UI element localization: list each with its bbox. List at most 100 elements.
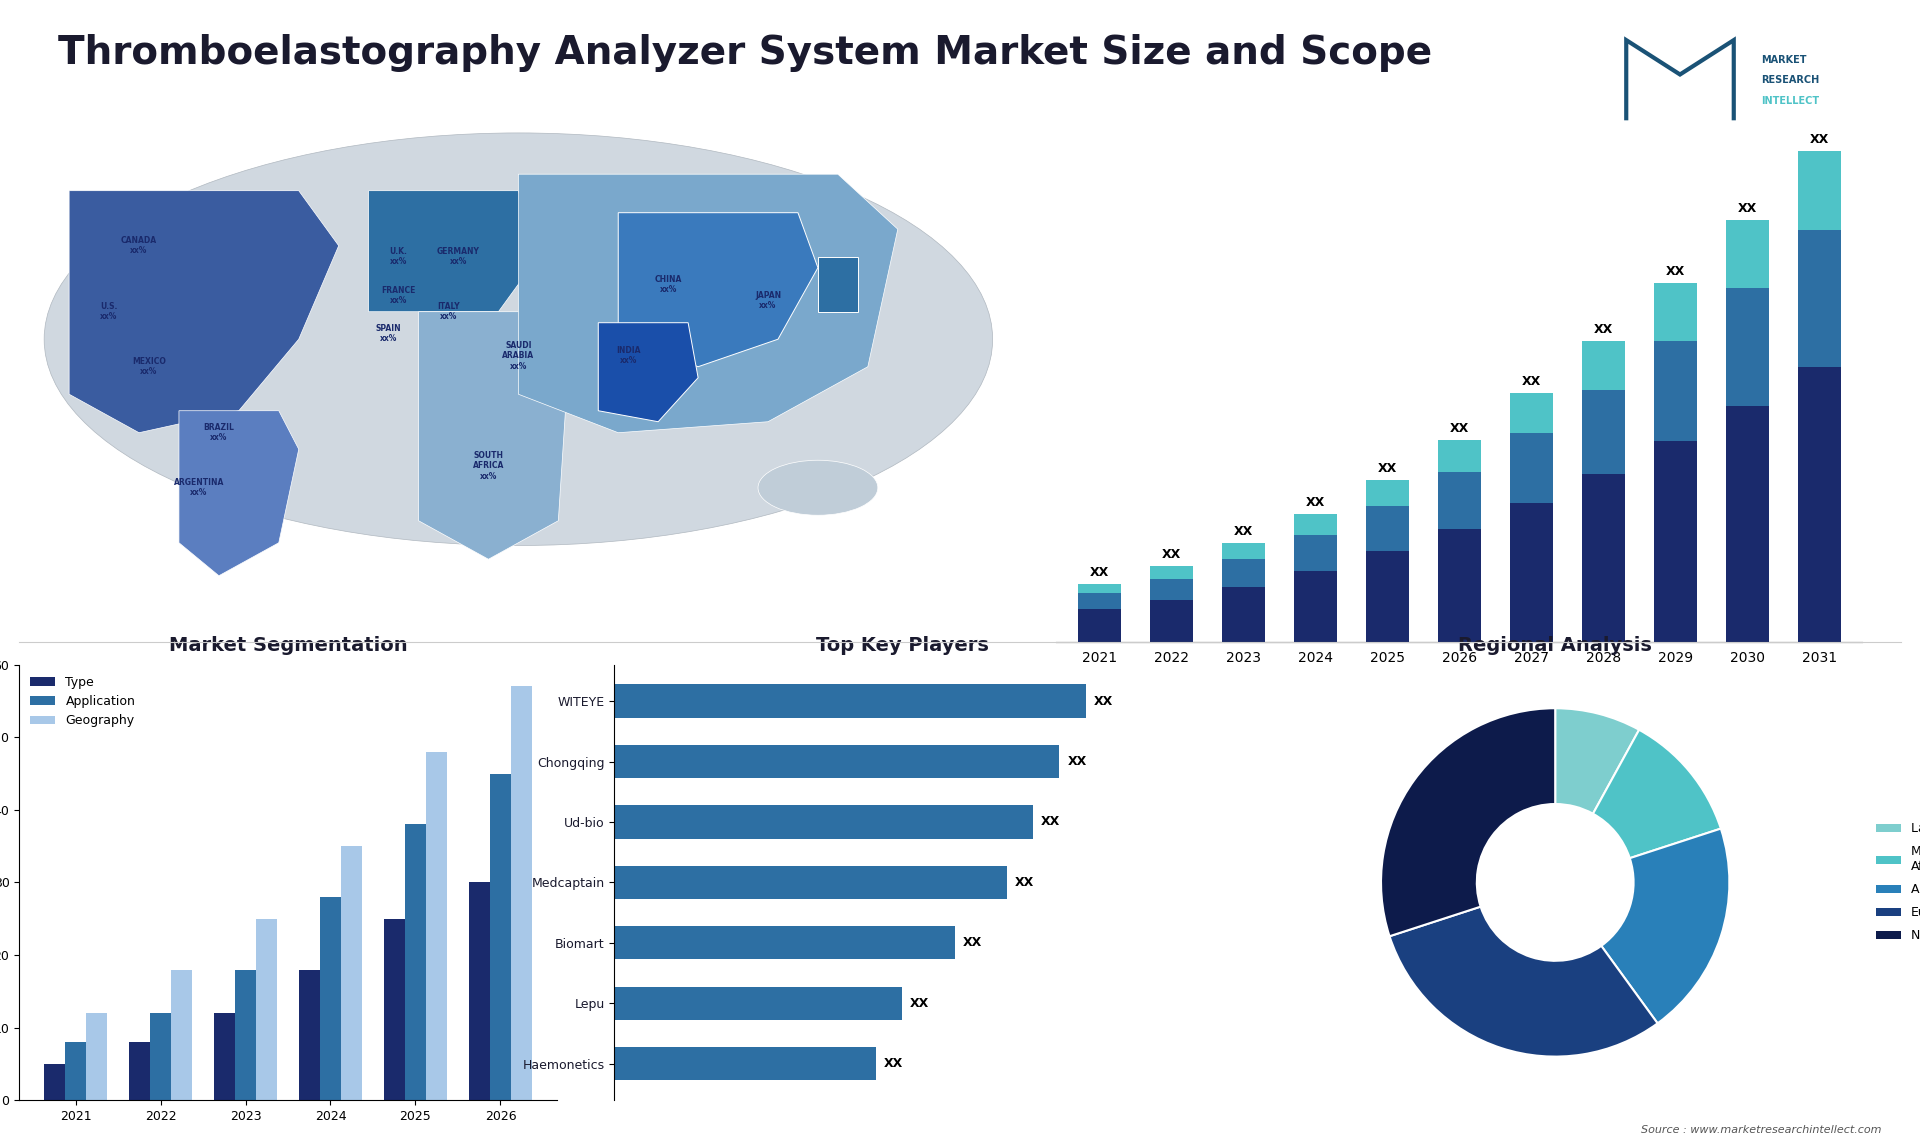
Text: XX: XX (1450, 422, 1469, 435)
Bar (1582, 390, 1624, 473)
Text: U.S.
xx%: U.S. xx% (100, 303, 117, 321)
Text: CANADA
xx%: CANADA xx% (121, 236, 157, 256)
Text: INDIA
xx%: INDIA xx% (616, 346, 641, 366)
Bar (1365, 480, 1409, 507)
Text: XX: XX (1738, 202, 1757, 215)
Ellipse shape (758, 461, 877, 516)
Legend: Latin America, Middle East &
Africa, Asia Pacific, Europe, North America: Latin America, Middle East & Africa, Asi… (1870, 817, 1920, 948)
Text: XX: XX (1016, 876, 1035, 889)
Bar (511, 686, 532, 1100)
Bar (171, 970, 192, 1100)
Bar (614, 987, 902, 1020)
Text: FRANCE
xx%: FRANCE xx% (382, 285, 417, 305)
Bar (65, 1042, 86, 1100)
Text: MEXICO
xx%: MEXICO xx% (132, 358, 165, 376)
Bar (342, 846, 363, 1100)
Bar (1726, 220, 1768, 288)
Text: XX: XX (1377, 462, 1398, 476)
Bar (1509, 433, 1553, 503)
Text: XX: XX (1306, 496, 1325, 509)
Text: XX: XX (1162, 548, 1181, 562)
Text: XX: XX (1089, 566, 1110, 579)
Wedge shape (1601, 829, 1730, 1023)
Text: XX: XX (1233, 525, 1254, 539)
Polygon shape (518, 174, 899, 433)
Bar (1150, 566, 1192, 579)
Bar (1294, 535, 1336, 571)
Bar (1150, 599, 1192, 642)
Bar (1077, 610, 1121, 642)
Text: SAUDI
ARABIA
xx%: SAUDI ARABIA xx% (503, 340, 534, 370)
Bar (1653, 342, 1697, 441)
Bar (614, 865, 1008, 900)
Text: INTELLECT: INTELLECT (1761, 96, 1818, 105)
Bar (255, 919, 276, 1100)
Bar (1150, 579, 1192, 599)
Bar (405, 824, 426, 1100)
Bar (1077, 583, 1121, 594)
Title: Top Key Players: Top Key Players (816, 636, 989, 654)
Bar (150, 1013, 171, 1100)
Bar (614, 926, 954, 959)
Text: XX: XX (1041, 816, 1060, 829)
Ellipse shape (44, 133, 993, 545)
Bar (468, 882, 490, 1100)
Bar (129, 1042, 150, 1100)
Bar (1365, 507, 1409, 551)
Bar (490, 774, 511, 1100)
Text: JAPAN
xx%: JAPAN xx% (755, 291, 781, 311)
Bar (213, 1013, 234, 1100)
Polygon shape (618, 213, 818, 367)
Text: XX: XX (883, 1058, 902, 1070)
Polygon shape (69, 190, 338, 433)
Bar (1726, 406, 1768, 642)
Bar (384, 919, 405, 1100)
Bar (1221, 587, 1265, 642)
Text: XX: XX (910, 997, 929, 1010)
Title: Market Segmentation: Market Segmentation (169, 636, 407, 654)
Bar (1509, 503, 1553, 642)
Bar (614, 1047, 876, 1081)
Text: SPAIN
xx%: SPAIN xx% (376, 324, 401, 344)
Bar (1438, 440, 1480, 472)
Text: XX: XX (1809, 133, 1830, 146)
Wedge shape (1390, 906, 1657, 1057)
Bar (1077, 594, 1121, 610)
Bar (300, 970, 321, 1100)
Bar (614, 684, 1085, 717)
Polygon shape (369, 190, 538, 312)
Text: XX: XX (1068, 755, 1087, 768)
Bar (1582, 473, 1624, 642)
Text: RESEARCH: RESEARCH (1761, 76, 1818, 85)
Bar (1438, 472, 1480, 528)
Bar (1797, 150, 1841, 230)
Text: XX: XX (1665, 265, 1686, 278)
Bar (1294, 571, 1336, 642)
Bar (1653, 441, 1697, 642)
Bar (1221, 559, 1265, 587)
Wedge shape (1380, 708, 1555, 936)
Legend: Type, Application, Geography: Type, Application, Geography (25, 670, 140, 732)
Text: ARGENTINA
xx%: ARGENTINA xx% (173, 478, 225, 497)
Wedge shape (1555, 708, 1640, 814)
Bar (614, 745, 1060, 778)
Polygon shape (179, 410, 300, 575)
Bar (1582, 342, 1624, 390)
Text: CHINA
xx%: CHINA xx% (655, 275, 682, 293)
Text: SOUTH
AFRICA
xx%: SOUTH AFRICA xx% (472, 450, 505, 480)
Bar (44, 1063, 65, 1100)
Text: XX: XX (962, 936, 981, 949)
Text: BRAZIL
xx%: BRAZIL xx% (204, 423, 234, 442)
Bar (1438, 528, 1480, 642)
Text: GERMANY
xx%: GERMANY xx% (438, 248, 480, 266)
Bar (1365, 551, 1409, 642)
Bar (321, 897, 342, 1100)
Bar (1653, 283, 1697, 342)
Bar (86, 1013, 108, 1100)
Text: XX: XX (1594, 323, 1613, 337)
Wedge shape (1594, 730, 1720, 858)
Bar (1294, 515, 1336, 535)
Polygon shape (419, 312, 568, 559)
Text: MARKET: MARKET (1761, 55, 1807, 64)
Bar (426, 752, 447, 1100)
